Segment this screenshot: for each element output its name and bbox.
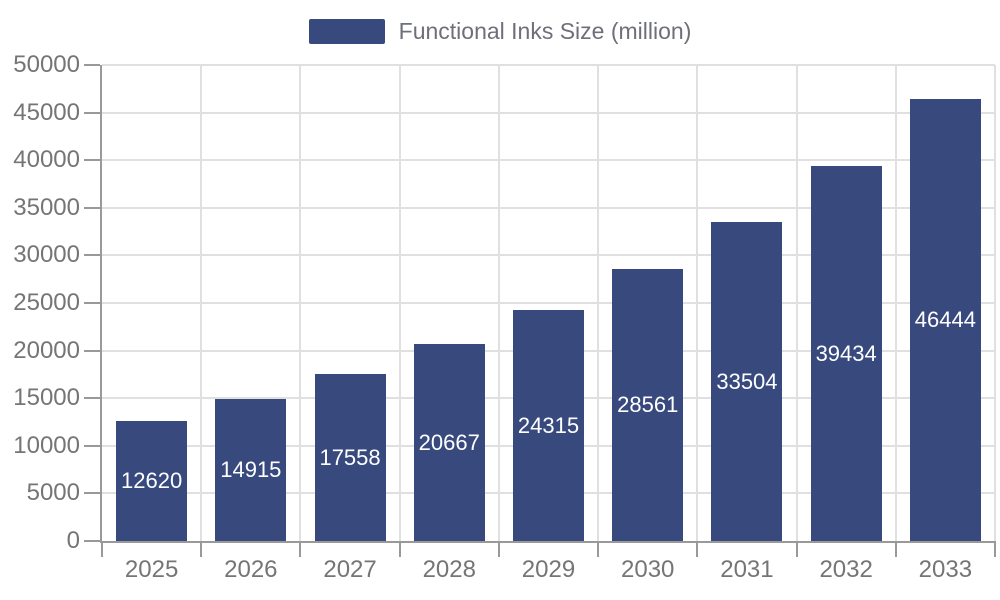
bar-value-label: 28561 [617,392,679,417]
legend-label: Functional Inks Size (million) [398,17,692,44]
x-axis-tick [696,541,699,557]
gridline [795,65,798,541]
x-axis-tick [597,541,600,557]
y-axis-label: 50000 [13,51,80,78]
bar-value-label: 46444 [914,307,976,332]
y-axis-tick [84,206,100,209]
y-axis-tick [84,111,100,114]
bar[interactable]: 17558 [314,374,386,541]
y-axis-tick [84,444,100,447]
x-axis-tick [398,541,401,557]
gridline [497,65,500,541]
y-axis-tick [84,492,100,495]
x-axis-label: 2031 [720,556,774,583]
y-axis-label: 10000 [13,431,80,459]
x-axis-label: 2026 [224,556,278,583]
x-axis-label: 2029 [521,556,576,583]
x-axis-label: 2027 [323,556,377,583]
y-axis-label: 45000 [13,98,80,126]
y-axis-tick [84,397,100,400]
x-axis-tick [200,541,203,557]
bar-value-label: 14915 [220,457,282,482]
x-axis-label: 2033 [918,556,973,583]
gridline [102,302,995,304]
y-axis-tick [84,159,100,162]
gridline [102,64,995,66]
y-axis-tick [84,64,100,66]
bar[interactable]: 28561 [612,269,684,541]
y-axis-label: 40000 [13,146,80,174]
x-axis-label: 2028 [422,556,476,583]
y-axis-label: 25000 [13,289,80,316]
bar-value-label: 33504 [716,368,778,394]
bar-value-label: 24315 [517,412,580,438]
x-axis-label: 2032 [819,556,873,583]
y-axis-label: 15000 [13,384,80,412]
x-axis-tick [795,541,798,557]
bar-value-label: 39434 [815,340,877,366]
legend-item[interactable]: Functional Inks Size (million) [308,17,692,45]
bar-value-label: 20667 [418,429,480,455]
y-axis-tick [84,302,100,304]
gridline [200,65,203,541]
legend: Functional Inks Size (million) [0,16,1000,46]
gridline [597,65,600,541]
y-axis-label: 30000 [13,241,80,269]
x-axis-tick [894,541,897,557]
y-axis-label: 35000 [13,193,80,221]
gridline [102,206,995,209]
gridline [299,65,302,541]
y-axis-label: 0 [66,527,80,554]
bar-value-label: 12620 [121,468,183,493]
gridline [894,65,897,541]
y-axis-label: 5000 [26,479,80,507]
bar-value-label: 17558 [319,444,381,470]
bar[interactable]: 33504 [711,222,783,541]
y-axis-tick [84,349,100,352]
y-axis-labels: 0 5000 10000 15000 20000 25000 30000 35000 40000… [0,51,80,554]
x-axis-label: 2030 [621,556,675,583]
x-axis-tick [299,541,302,557]
y-axis-label: 20000 [13,336,80,364]
bar[interactable]: 24315 [513,310,584,541]
gridline [994,65,996,541]
plot-area: 12620 14915 17558 20667 24315 28561 33504 39434… [84,64,996,583]
gridline [102,159,995,162]
legend-swatch [308,18,385,44]
bar[interactable]: 39434 [810,166,882,541]
gridline [102,254,995,257]
bar[interactable]: 46444 [909,99,981,541]
x-axis-tick [994,541,996,557]
x-axis-tick [497,541,500,557]
bar[interactable]: 20667 [413,344,485,541]
gridline [398,65,401,541]
gridline [696,65,699,541]
x-axis-tick [101,541,103,557]
y-axis-tick [84,540,100,542]
bar[interactable]: 12620 [116,421,188,541]
bar[interactable]: 14915 [215,399,287,541]
y-axis-tick [84,254,100,257]
x-axis-label: 2025 [124,556,179,583]
gridline [102,111,995,114]
